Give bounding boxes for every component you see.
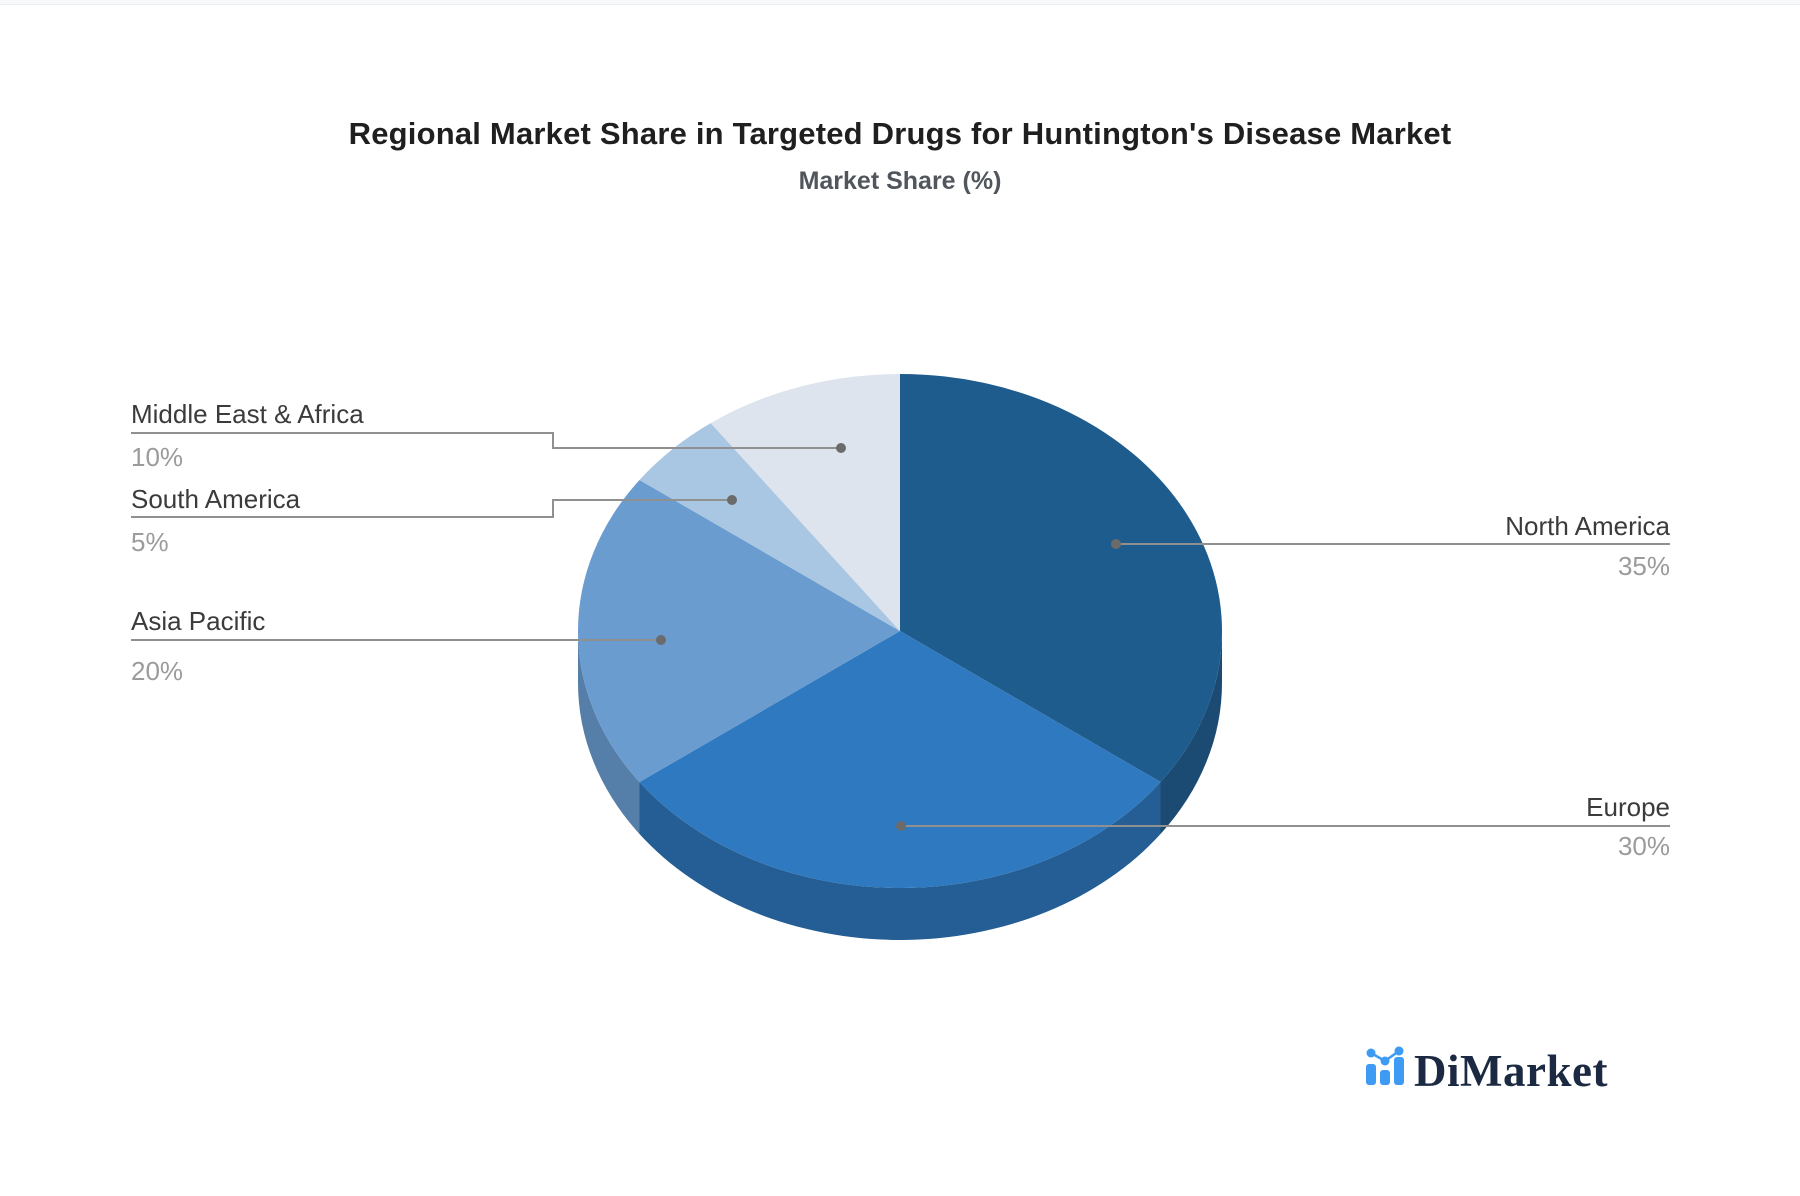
pie-slice-asia-pacific[interactable] — [578, 479, 900, 783]
callout-dot-europe — [896, 821, 906, 831]
callout-line-middle-east-africa — [131, 432, 841, 449]
pie-slice-north-america[interactable] — [900, 374, 1222, 783]
label-europe: Europe — [1586, 792, 1670, 822]
percent-south-america: 5% — [131, 527, 169, 557]
pie-slice-europe[interactable] — [639, 631, 1161, 888]
logo-bar-icon — [1394, 1057, 1404, 1085]
callout-dot-north-america — [1111, 539, 1121, 549]
chart-subtitle: Market Share (%) — [798, 167, 1002, 195]
callout-dot-middle-east-africa — [836, 443, 846, 453]
pie-slice-middle-east-africa[interactable] — [710, 374, 900, 631]
callout-dot-south-america — [727, 495, 737, 505]
dimarket-logo-text: DiMarket — [1414, 1046, 1608, 1096]
callout-dot-asia-pacific — [656, 635, 666, 645]
label-asia-pacific: Asia Pacific — [131, 606, 266, 636]
logo-trend-dot-icon — [1394, 1046, 1404, 1056]
pie-rim-europe — [639, 782, 1161, 940]
callout-line-south-america — [131, 499, 732, 518]
chart-title: Regional Market Share in Targeted Drugs … — [348, 116, 1452, 151]
logo-bar-icon — [1380, 1070, 1390, 1085]
label-south-america: South America — [131, 484, 301, 514]
percent-asia-pacific: 20% — [131, 656, 184, 686]
percent-europe: 30% — [1617, 831, 1670, 861]
logo-trend-dot-icon — [1380, 1056, 1390, 1066]
logo-bar-icon — [1366, 1064, 1376, 1085]
percent-middle-east-africa: 10% — [131, 442, 184, 472]
pie-rim-asia-pacific — [578, 631, 640, 835]
pie-rim-north-america — [1160, 631, 1222, 835]
pie-slice-south-america[interactable] — [639, 423, 900, 631]
top-strip — [0, 0, 1800, 5]
label-middle-east-africa: Middle East & Africa — [131, 399, 364, 429]
percent-north-america: 35% — [1617, 551, 1670, 581]
label-north-america: North America — [1505, 511, 1670, 541]
logo-trend-dot-icon — [1366, 1048, 1376, 1058]
